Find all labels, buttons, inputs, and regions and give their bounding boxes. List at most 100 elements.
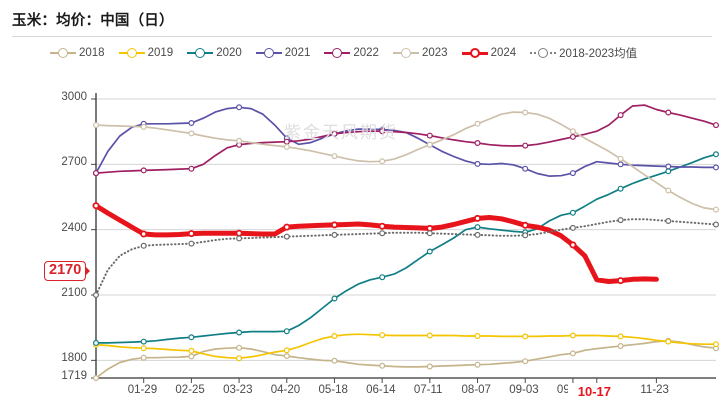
legend-marker-icon xyxy=(187,47,214,59)
series-marker xyxy=(474,139,481,146)
series-marker xyxy=(665,338,672,345)
series-marker xyxy=(426,363,433,370)
series-line-2019 xyxy=(95,333,717,360)
series-marker xyxy=(283,233,290,240)
series-marker xyxy=(617,333,624,340)
series-marker xyxy=(474,120,481,127)
series-marker xyxy=(522,358,529,365)
series-marker xyxy=(140,123,147,130)
legend-divider xyxy=(12,36,712,37)
legend-marker-icon xyxy=(392,47,419,59)
legend-item-label: 2024 xyxy=(490,47,517,59)
y-axis-label: 1719 xyxy=(61,370,87,382)
series-marker xyxy=(474,224,481,231)
series-marker xyxy=(712,206,719,213)
legend-item-2018[interactable]: 2018 xyxy=(50,47,105,59)
chart-legend: 2018 2019 2020 2021 2022 2023 2024 2018-2023均值 xyxy=(50,43,718,63)
y-axis-label: 3000 xyxy=(61,91,87,103)
series-marker xyxy=(92,170,99,177)
legend-item-label: 2023 xyxy=(421,47,448,59)
series-marker xyxy=(140,345,147,352)
y-axis-label: 2400 xyxy=(61,221,87,234)
x-axis-label: 06-14 xyxy=(366,384,396,396)
series-marker xyxy=(331,295,338,302)
series-marker xyxy=(92,292,99,299)
legend-marker-icon xyxy=(118,47,145,59)
legend-item-label: 2020 xyxy=(216,47,242,59)
legend-item-2023[interactable]: 2023 xyxy=(392,47,448,59)
series-marker xyxy=(522,232,529,239)
x-axis-label: 09-30 xyxy=(556,384,568,396)
series-marker xyxy=(474,361,481,368)
series-marker xyxy=(283,347,290,354)
x-axis-label: 08-07 xyxy=(461,384,491,396)
series-marker xyxy=(331,231,338,238)
series-marker xyxy=(140,354,147,361)
x-axis-label: 05-18 xyxy=(318,384,348,396)
series-marker xyxy=(712,221,719,228)
series-marker xyxy=(522,142,529,149)
series-marker xyxy=(236,344,243,351)
series-marker xyxy=(236,329,243,336)
legend-item-2018-2023均值[interactable]: 2018-2023均值 xyxy=(530,45,637,61)
series-marker xyxy=(188,347,195,354)
x-axis-label: 04-20 xyxy=(270,384,301,396)
series-marker xyxy=(330,221,338,229)
legend-item-2021[interactable]: 2021 xyxy=(255,47,310,59)
series-marker xyxy=(378,222,386,230)
x-axis-label: 01-29 xyxy=(127,384,158,396)
series-line-2023 xyxy=(95,111,717,211)
series-marker xyxy=(92,375,99,382)
x-axis-label: 07-11 xyxy=(413,384,443,396)
y-axis-label: 2100 xyxy=(61,287,87,300)
series-marker xyxy=(92,202,100,210)
series-line-2020 xyxy=(95,153,717,344)
value-callout: 2170 xyxy=(44,261,91,281)
series-marker xyxy=(283,328,290,335)
series-marker xyxy=(712,341,719,348)
x-axis-label: 11-23 xyxy=(640,384,669,396)
series-marker xyxy=(92,339,99,346)
series-marker xyxy=(236,137,243,144)
series-marker xyxy=(283,143,290,150)
series-line-2022 xyxy=(95,104,717,174)
legend-item-2022[interactable]: 2022 xyxy=(324,47,379,59)
series-marker xyxy=(569,128,576,135)
series-marker xyxy=(474,333,481,340)
series-marker xyxy=(140,230,148,238)
series-line-2018-2023均值 xyxy=(95,218,717,296)
series-marker xyxy=(331,357,338,364)
series-marker xyxy=(331,130,338,137)
series-marker xyxy=(140,167,147,174)
legend-item-label: 2018-2023均值 xyxy=(559,48,638,60)
series-marker xyxy=(617,185,624,192)
series-marker xyxy=(426,132,433,139)
series-marker xyxy=(379,362,386,369)
legend-marker-icon xyxy=(530,47,557,59)
series-marker xyxy=(617,161,624,168)
series-marker xyxy=(617,343,624,350)
series-marker xyxy=(712,122,719,129)
legend-item-label: 2022 xyxy=(353,47,379,59)
callout-value: 2170 xyxy=(44,261,87,281)
x-axis-label: 09-03 xyxy=(509,384,539,396)
series-marker xyxy=(426,230,433,237)
series-marker xyxy=(331,153,338,160)
series-marker xyxy=(379,230,386,237)
series-marker xyxy=(569,133,576,140)
legend-item-2024[interactable]: 2024 xyxy=(461,47,517,59)
series-marker xyxy=(569,209,576,216)
x-axis-label: 03-23 xyxy=(223,384,253,396)
legend-item-2020[interactable]: 2020 xyxy=(187,47,242,59)
series-marker xyxy=(569,170,576,177)
y-axis-label: 2700 xyxy=(61,156,87,169)
series-marker xyxy=(188,130,195,137)
series-marker xyxy=(522,333,529,340)
legend-item-label: 2018 xyxy=(79,47,105,59)
series-marker xyxy=(426,332,433,339)
legend-item-2019[interactable]: 2019 xyxy=(118,47,173,59)
series-marker xyxy=(665,109,672,116)
series-marker xyxy=(92,122,99,129)
x-axis-label-highlighted: 10-17 xyxy=(577,384,612,399)
